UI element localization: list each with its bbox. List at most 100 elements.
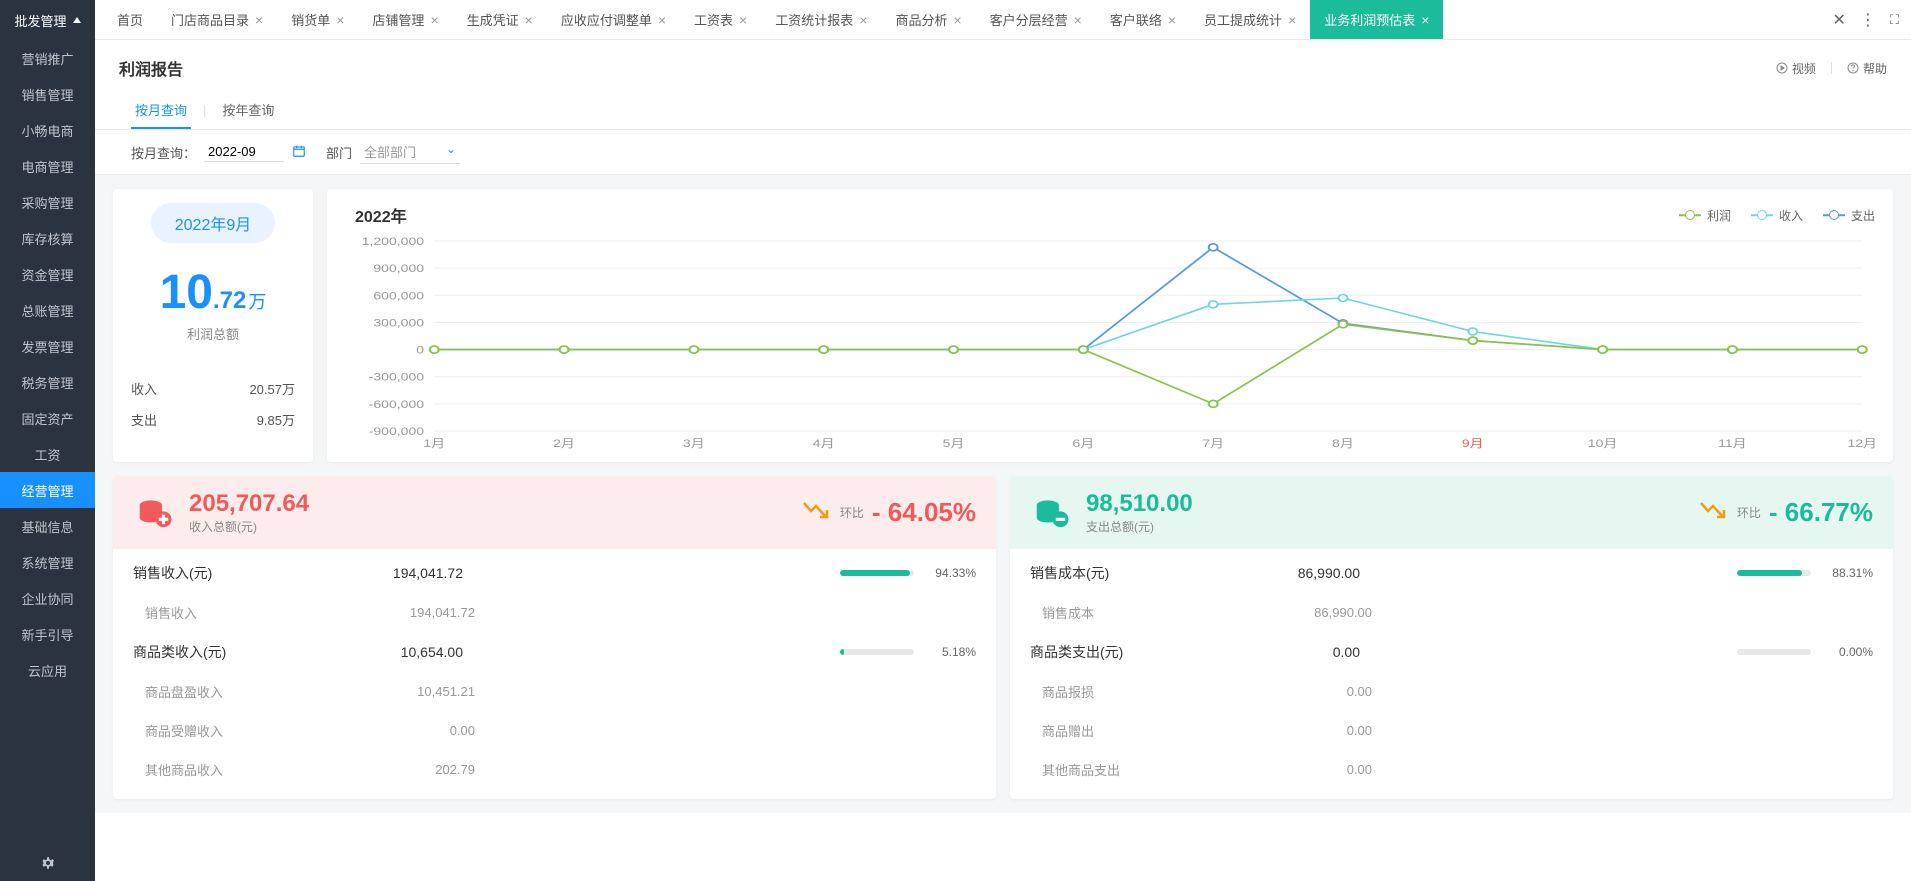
expense-amount: 98,510.00 (1086, 490, 1193, 518)
sidebar-item[interactable]: 营销推广 (0, 40, 95, 76)
sidebar-item[interactable]: 销售管理 (0, 76, 95, 112)
page-header: 利润报告 视频 | 帮助 (95, 40, 1911, 88)
tab[interactable]: 应收应付调整单× (547, 0, 680, 39)
sidebar-item[interactable]: 经营管理 (0, 472, 95, 508)
menu-icon[interactable]: ⋮ (1860, 10, 1876, 30)
help-action[interactable]: 帮助 (1847, 60, 1887, 77)
sidebar-settings[interactable] (0, 845, 95, 881)
caret-up-icon (73, 17, 81, 23)
tab-close-icon[interactable]: × (1288, 12, 1296, 28)
svg-text:-900,000: -900,000 (369, 425, 424, 437)
tab-close-icon[interactable]: × (859, 12, 867, 28)
page-title: 利润报告 (119, 56, 183, 80)
sidebar-item[interactable]: 发票管理 (0, 328, 95, 364)
sidebar-header-label: 批发管理 (14, 11, 66, 30)
gear-icon (40, 855, 56, 871)
tab[interactable]: 业务利润预估表× (1310, 0, 1443, 39)
svg-text:4月: 4月 (813, 437, 835, 449)
chart-title: 2022年 (355, 203, 407, 227)
sidebar-item[interactable]: 企业协同 (0, 580, 95, 616)
svg-text:6月: 6月 (1072, 437, 1094, 449)
tab[interactable]: 店铺管理× (358, 0, 452, 39)
sub-tabs: 按月查询 | 按年查询 (95, 88, 1911, 130)
income-stat: 收入20.57万 (131, 373, 295, 404)
sidebar-item[interactable]: 电商管理 (0, 148, 95, 184)
tab-bar: 首页门店商品目录×销货单×店铺管理×生成凭证×应收应付调整单×工资表×工资统计报… (95, 0, 1911, 40)
expense-stat: 支出9.85万 (131, 404, 295, 435)
legend-profit[interactable]: 利润 (1679, 207, 1731, 224)
tab-close-icon[interactable]: × (1074, 12, 1082, 28)
data-row: 商品类支出(元)0.000.00% (1030, 632, 1873, 672)
svg-text:3月: 3月 (683, 437, 705, 449)
sidebar-item[interactable]: 系统管理 (0, 544, 95, 580)
sidebar-item[interactable]: 库存核算 (0, 220, 95, 256)
data-row: 商品赠出0.00 (1030, 711, 1873, 750)
tab-close-icon[interactable]: × (430, 12, 438, 28)
data-row: 商品类收入(元)10,654.005.18% (133, 632, 976, 672)
tab-close-icon[interactable]: × (739, 12, 747, 28)
tab-close-icon[interactable]: × (953, 12, 961, 28)
tab[interactable]: 销货单× (277, 0, 358, 39)
data-row: 销售成本86,990.00 (1030, 593, 1873, 632)
filter-bar: 按月查询： 部门 全部部门 ⌄ (95, 130, 1911, 175)
tab-close-icon[interactable]: × (658, 12, 666, 28)
month-filter-label: 按月查询： (131, 143, 196, 162)
sidebar-item[interactable]: 新手引导 (0, 616, 95, 652)
help-icon (1847, 62, 1859, 74)
sub-tab-year[interactable]: 按年查询 (218, 92, 278, 129)
fullscreen-icon[interactable]: ⛶ (1890, 12, 1899, 28)
line-chart: -900,000-600,000-300,0000300,000600,0009… (345, 231, 1875, 451)
tab[interactable]: 客户分层经营× (976, 0, 1096, 39)
expense-sub: 支出总额(元) (1086, 518, 1193, 535)
expense-delta: - 66.77% (1769, 497, 1873, 528)
month-input[interactable] (204, 142, 284, 162)
chevron-down-icon: ⌄ (446, 142, 456, 156)
tab[interactable]: 生成凭证× (453, 0, 547, 39)
income-amount: 205,707.64 (189, 490, 309, 518)
tab[interactable]: 商品分析× (881, 0, 975, 39)
income-icon (133, 492, 175, 534)
data-row: 其他商品收入202.79 (133, 750, 976, 789)
close-all-icon[interactable]: ✕ (1832, 10, 1845, 30)
calendar-icon[interactable] (292, 144, 306, 161)
sidebar-item[interactable]: 基础信息 (0, 508, 95, 544)
legend-expense[interactable]: 支出 (1823, 207, 1875, 224)
data-row: 其他商品支出0.00 (1030, 750, 1873, 789)
svg-text:7月: 7月 (1202, 437, 1224, 449)
tab-close-icon[interactable]: × (1421, 12, 1429, 28)
legend-income[interactable]: 收入 (1751, 207, 1803, 224)
svg-text:1月: 1月 (423, 437, 445, 449)
tab-close-icon[interactable]: × (255, 12, 263, 28)
income-panel: 205,707.64 收入总额(元) 环比 - 64.05% (113, 476, 996, 799)
sidebar-item[interactable]: 小畅电商 (0, 112, 95, 148)
dept-select[interactable]: 全部部门 ⌄ (360, 140, 460, 164)
sidebar-item[interactable]: 总账管理 (0, 292, 95, 328)
expense-icon (1030, 492, 1072, 534)
expense-panel: 98,510.00 支出总额(元) 环比 - 66.77% (1010, 476, 1893, 799)
sub-tab-month[interactable]: 按月查询 (131, 92, 191, 129)
sidebar-item[interactable]: 固定资产 (0, 400, 95, 436)
sidebar-item[interactable]: 云应用 (0, 652, 95, 688)
sidebar-header[interactable]: 批发管理 (0, 0, 95, 40)
data-row: 销售成本(元)86,990.0088.31% (1030, 553, 1873, 593)
tab-controls: ✕ ⋮ ⛶ (1820, 0, 1911, 39)
tab[interactable]: 工资统计报表× (761, 0, 881, 39)
tab[interactable]: 员工提成统计× (1190, 0, 1310, 39)
income-delta: - 64.05% (872, 497, 976, 528)
sidebar-item[interactable]: 采购管理 (0, 184, 95, 220)
tab[interactable]: 客户联络× (1096, 0, 1190, 39)
video-action[interactable]: 视频 (1776, 60, 1816, 77)
tab-close-icon[interactable]: × (1168, 12, 1176, 28)
tab[interactable]: 首页 (103, 0, 157, 39)
sidebar-item[interactable]: 工资 (0, 436, 95, 472)
tab[interactable]: 工资表× (680, 0, 761, 39)
summary-card: 2022年9月 10.72万 利润总额 收入20.57万 支出9.85万 (113, 189, 313, 462)
chart-card: 2022年 利润 收入 支出 -900,000-600,000-300,0000… (327, 189, 1893, 462)
play-icon (1776, 62, 1788, 74)
svg-text:10月: 10月 (1588, 437, 1618, 449)
sidebar-item[interactable]: 资金管理 (0, 256, 95, 292)
sidebar-item[interactable]: 税务管理 (0, 364, 95, 400)
tab-close-icon[interactable]: × (336, 12, 344, 28)
tab-close-icon[interactable]: × (525, 12, 533, 28)
tab[interactable]: 门店商品目录× (157, 0, 277, 39)
